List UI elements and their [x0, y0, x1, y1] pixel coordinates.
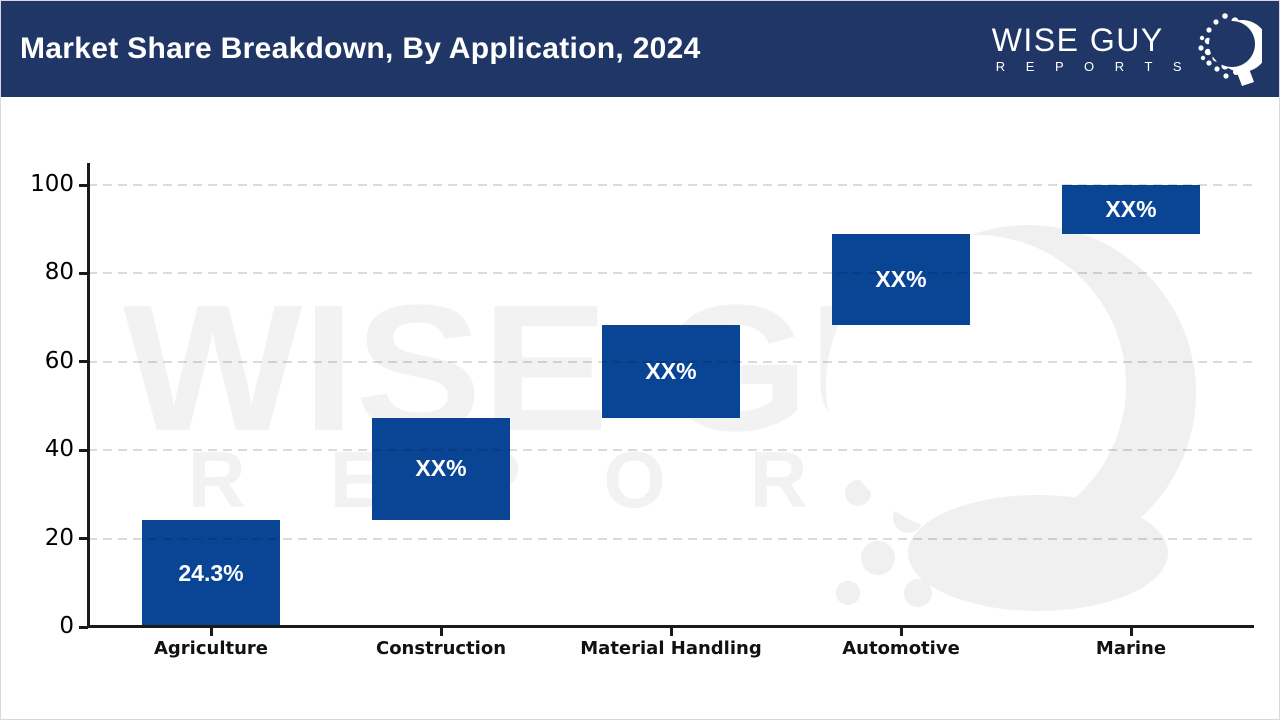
brand-subname: R E P O R T S [995, 59, 1190, 74]
y-tick-label-80: 80 [44, 259, 74, 286]
x-tick-construction [440, 628, 443, 636]
bar-marine [1062, 185, 1200, 234]
y-tick-label-40: 40 [44, 436, 74, 463]
category-label-marine: Marine [1095, 638, 1167, 659]
y-tick-label-0: 0 [59, 613, 74, 639]
brand-name: WISE GUY [991, 22, 1164, 58]
page-title: Market Share Breakdown, By Application, … [20, 31, 701, 65]
y-tick-label-20: 20 [44, 524, 74, 551]
bar-value-label-construction: XX% [415, 455, 467, 482]
x-tick-agriculture [210, 628, 213, 636]
category-label-agriculture: Agriculture [153, 638, 269, 659]
x-tick-material-handling [670, 628, 673, 636]
y-tick-20 [79, 537, 88, 541]
bar-automotive [832, 233, 970, 326]
gridline-40 [88, 449, 1253, 452]
bar-material-handling [602, 325, 740, 418]
brand-logo-text: WISE GUY R E P O R T S [992, 22, 1190, 74]
y-tick-40 [79, 448, 88, 452]
brand-logo: WISE GUY R E P O R T S [992, 8, 1262, 88]
y-axis-line [87, 163, 90, 628]
gridline-60 [88, 360, 1253, 363]
bar-agriculture [142, 519, 280, 627]
y-tick-label-60: 60 [44, 347, 74, 374]
y-tick-60 [79, 360, 88, 364]
y-tick-label-100: 100 [30, 171, 74, 198]
watermark: WISE GUY R E P O R T S [123, 225, 1196, 611]
x-axis-line [87, 625, 1254, 628]
category-label-material-handling: Material Handling [580, 638, 762, 659]
bar-value-label-marine: XX% [1105, 195, 1157, 222]
header-banner: Market Share Breakdown, By Application, … [0, 0, 1280, 97]
bar-construction [372, 417, 510, 520]
category-label-construction: Construction [375, 638, 507, 659]
y-tick-80 [79, 271, 88, 275]
x-tick-marine [1130, 628, 1133, 636]
category-label-automotive: Automotive [842, 638, 960, 659]
gridline-100 [88, 184, 1253, 187]
y-tick-100 [79, 183, 88, 187]
y-tick-0 [79, 625, 88, 629]
bar-value-label-material-handling: XX% [645, 357, 697, 384]
bar-value-label-automotive: XX% [875, 265, 927, 292]
plot-area: WISE GUY R E P O R T S 24.3% XX% XX% XX% XX% [88, 163, 1253, 627]
brand-head-icon [1198, 13, 1262, 86]
x-tick-automotive [900, 628, 903, 636]
bar-value-label-agriculture: 24.3% [178, 559, 244, 586]
gridline-80 [88, 272, 1253, 275]
gridline-20 [88, 537, 1253, 540]
